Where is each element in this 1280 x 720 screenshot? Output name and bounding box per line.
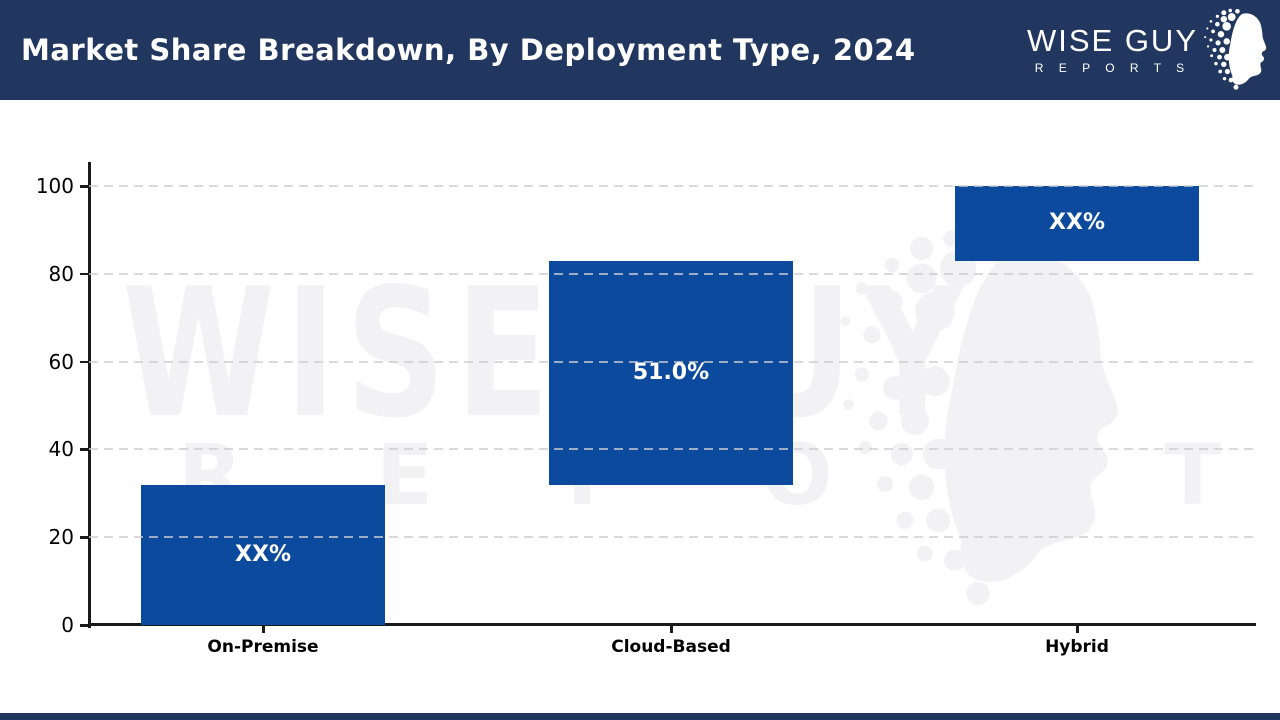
y-tick-label: 20 [48, 525, 74, 550]
logo-subtitle: R E P O R T S [1034, 60, 1191, 75]
x-tick-mark [1076, 626, 1079, 633]
wise-guy-reports-logo: WISE GUY R E P O R T S [1027, 7, 1272, 93]
y-tick-label: 100 [35, 174, 74, 198]
y-tick-label: 60 [48, 349, 74, 374]
bar-value-label: XX% [235, 541, 291, 567]
logo-wordmark: WISE GUY [1026, 23, 1198, 59]
y-tick-mark [80, 536, 89, 539]
page-title: Market Share Breakdown, By Deployment Ty… [21, 33, 916, 67]
bar-value-label: 51.0% [632, 359, 710, 385]
bar [955, 186, 1199, 261]
header-bar: Market Share Breakdown, By Deployment Ty… [0, 0, 1280, 100]
gridline [89, 272, 1254, 275]
gridline [89, 448, 1254, 451]
x-axis-label: On-Premise [207, 637, 319, 657]
watermark-face-icon [830, 230, 1118, 606]
gridline [89, 185, 1254, 187]
y-tick-mark [80, 360, 89, 364]
y-tick-mark [80, 624, 89, 627]
x-axis-label: Cloud-Based [611, 637, 731, 657]
x-tick-mark [670, 626, 673, 633]
gridline [89, 536, 1254, 539]
face-profile-icon [1204, 8, 1267, 90]
y-tick-label: 80 [48, 261, 74, 286]
footer-bar [0, 713, 1280, 720]
x-tick-mark [262, 626, 265, 633]
y-axis-line [88, 162, 91, 628]
x-axis-line [88, 623, 1256, 626]
gridline [89, 360, 1254, 363]
bar-chart: WISE GUY R E P O R T S 020406080100XX%On… [0, 100, 1280, 713]
y-tick-label: 0 [61, 613, 74, 637]
y-tick-mark [80, 185, 89, 188]
logo-text: WISE GUY R E P O R T S [1027, 25, 1198, 75]
bar [549, 260, 793, 485]
y-tick-mark [80, 448, 89, 451]
y-tick-mark [80, 272, 89, 276]
bar-value-label: XX% [1049, 210, 1105, 236]
x-axis-label: Hybrid [1045, 637, 1109, 657]
bar [141, 484, 385, 625]
y-tick-label: 40 [48, 437, 74, 462]
watermark-wordmark: WISE GUY [122, 250, 973, 457]
